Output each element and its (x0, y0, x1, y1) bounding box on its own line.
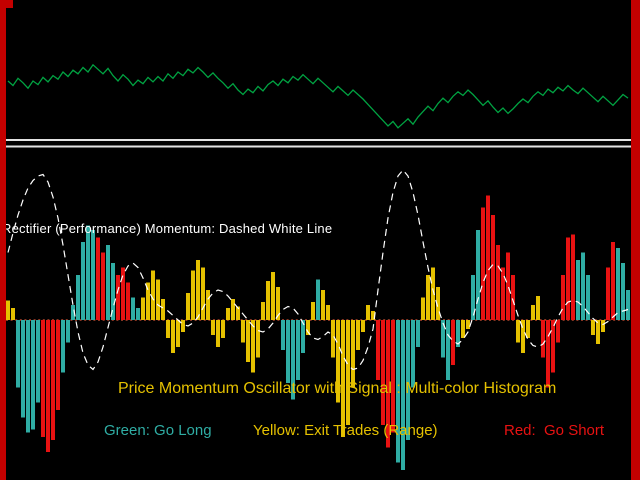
oscillator-title: Price Momentum Oscillator with Signal : … (118, 380, 557, 397)
corner-accent (0, 0, 13, 8)
window-border-right (631, 0, 640, 480)
window-border-left (0, 0, 6, 480)
rectifier-dashed-line (7, 169, 629, 371)
momentum-histogram (6, 195, 630, 470)
price-line-series (7, 63, 629, 129)
pane-separator (0, 139, 640, 148)
rectifier-label: Rectifier (Performance) Momentum: Dashed… (2, 221, 333, 236)
legend-go-short: Red: Go Short (504, 422, 605, 439)
legend-exit-trades: Yellow: Exit Trades (Range) (253, 422, 438, 439)
legend-go-long: Green: Go Long (104, 422, 212, 439)
